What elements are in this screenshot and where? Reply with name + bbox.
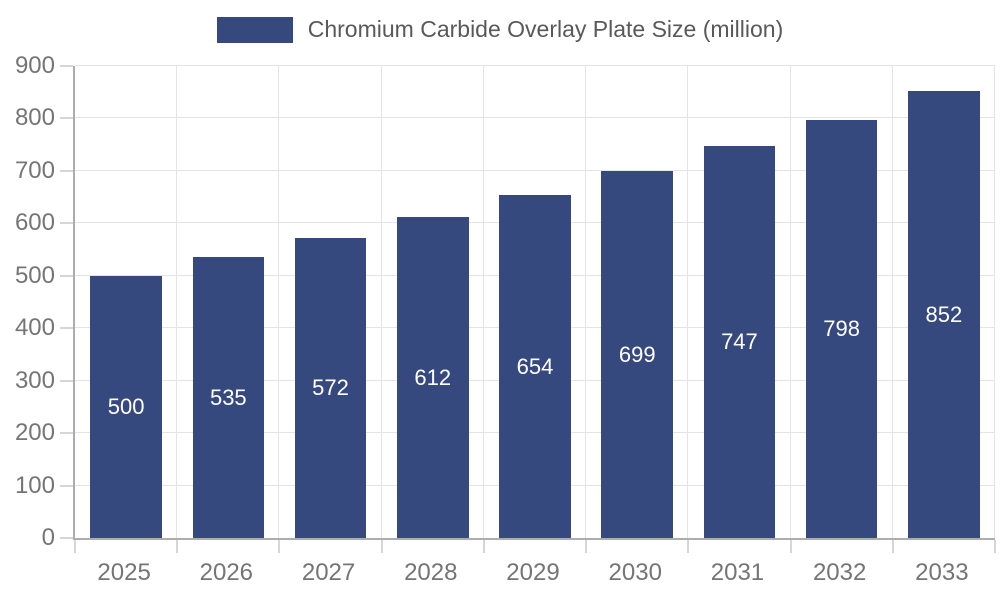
gridline-vertical: [994, 66, 995, 538]
y-axis-tick: [60, 432, 73, 435]
x-axis-label-2031: 2031: [710, 559, 765, 586]
bar-value-label: 500: [107, 393, 145, 419]
x-axis-tick: [891, 540, 894, 553]
chart-legend: Chromium Carbide Overlay Plate Size (mil…: [0, 16, 1000, 43]
y-axis-label: 200: [14, 419, 55, 447]
gridline-vertical: [789, 66, 791, 538]
y-axis-label: 300: [14, 366, 55, 394]
gridline-vertical: [176, 66, 178, 538]
y-axis-tick: [60, 222, 73, 225]
y-axis-label: 500: [14, 261, 55, 289]
bar-value-label: 798: [823, 315, 860, 341]
bar-2027: 572: [294, 238, 367, 538]
bar-value-label: 572: [312, 375, 349, 401]
x-axis-label-2029: 2029: [506, 559, 560, 586]
x-axis-tick: [380, 540, 383, 553]
x-axis-tick: [789, 540, 792, 553]
gridline-vertical: [482, 66, 484, 538]
bar-2025: 500: [90, 275, 162, 538]
y-axis-tick: [60, 327, 73, 330]
gridline-horizontal: [75, 65, 995, 66]
x-axis-tick: [278, 540, 281, 553]
gridline-horizontal: [75, 169, 995, 171]
gridline-vertical: [585, 66, 587, 538]
bar-2033: 852: [908, 91, 980, 538]
bar-value-label: 654: [516, 353, 554, 379]
bar-2026: 535: [192, 257, 265, 538]
bar-value-label: 612: [414, 364, 452, 390]
y-axis-tick: [60, 537, 73, 539]
legend-label: Chromium Carbide Overlay Plate Size (mil…: [307, 16, 784, 42]
bar-2032: 798: [805, 119, 878, 538]
gridline-vertical: [278, 66, 280, 538]
gridline-horizontal: [75, 117, 995, 119]
x-axis-tick: [585, 540, 588, 553]
bar-value-label: 852: [925, 301, 963, 327]
x-axis-tick: [74, 540, 76, 553]
gridline-vertical: [891, 66, 893, 538]
plot-area: 500 535 572 612 654 699 747 798 852: [60, 65, 996, 553]
legend-swatch-icon: [216, 16, 293, 43]
bar-2028: 612: [397, 217, 469, 538]
bar-value-label: 747: [721, 329, 758, 355]
bar-value-label: 535: [209, 384, 247, 410]
x-axis-label-2030: 2030: [608, 559, 662, 586]
bar-2030: 699: [601, 171, 673, 538]
gridline-vertical: [687, 66, 689, 538]
y-axis-label: 0: [41, 524, 55, 551]
bar-2031: 747: [703, 146, 776, 538]
x-axis-label-2028: 2028: [404, 559, 458, 586]
x-axis-label-2032: 2032: [812, 559, 867, 586]
y-axis-label: 700: [14, 156, 55, 184]
y-axis-tick: [60, 65, 73, 67]
x-axis-label-2033: 2033: [915, 559, 969, 586]
y-axis-label: 900: [14, 52, 55, 79]
x-axis-tick: [687, 540, 690, 553]
y-axis-tick: [60, 484, 73, 487]
y-axis-label: 100: [14, 471, 55, 499]
y-axis-label: 400: [14, 314, 55, 342]
y-axis-label: 600: [14, 209, 55, 237]
y-axis-tick: [60, 169, 73, 172]
gridline-vertical: [380, 66, 382, 538]
x-axis-tick: [176, 540, 179, 553]
y-axis-tick: [60, 379, 73, 382]
y-axis-tick: [60, 117, 73, 120]
bar-value-label: 699: [618, 341, 656, 367]
x-axis-label-2026: 2026: [199, 559, 254, 586]
x-axis-tick: [994, 540, 996, 553]
x-axis-label-2027: 2027: [301, 559, 356, 586]
x-axis-tick: [482, 540, 485, 553]
bar-2029: 654: [499, 195, 571, 538]
x-axis-label-2025: 2025: [97, 559, 151, 586]
y-axis-label: 800: [14, 104, 55, 132]
y-axis-tick: [60, 274, 73, 277]
